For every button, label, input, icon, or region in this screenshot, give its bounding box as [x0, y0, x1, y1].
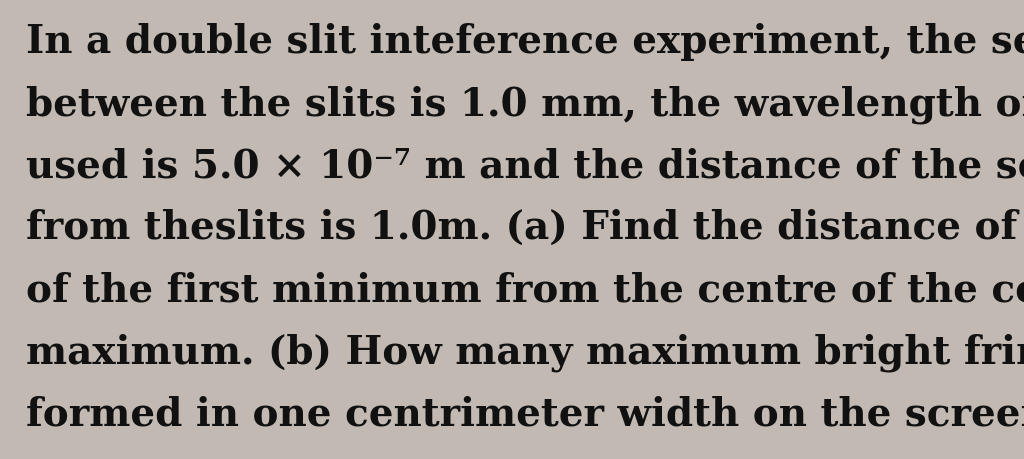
Text: In a double slit inteference experiment, the separation: In a double slit inteference experiment,…	[26, 23, 1024, 61]
Text: maximum. (b) How many maximum bright fringes are: maximum. (b) How many maximum bright fri…	[26, 333, 1024, 371]
Text: used is 5.0 × 10⁻⁷ m and the distance of the screen: used is 5.0 × 10⁻⁷ m and the distance of…	[26, 147, 1024, 185]
Text: formed in one centrimeter width on the screen?: formed in one centrimeter width on the s…	[26, 395, 1024, 433]
Text: of the first minimum from the centre of the central: of the first minimum from the centre of …	[26, 271, 1024, 309]
Text: between the slits is 1.0 mm, the wavelength of light: between the slits is 1.0 mm, the wavelen…	[26, 85, 1024, 123]
Text: from theslits is 1.0m. (a) Find the distance of the centre: from theslits is 1.0m. (a) Find the dist…	[26, 209, 1024, 247]
